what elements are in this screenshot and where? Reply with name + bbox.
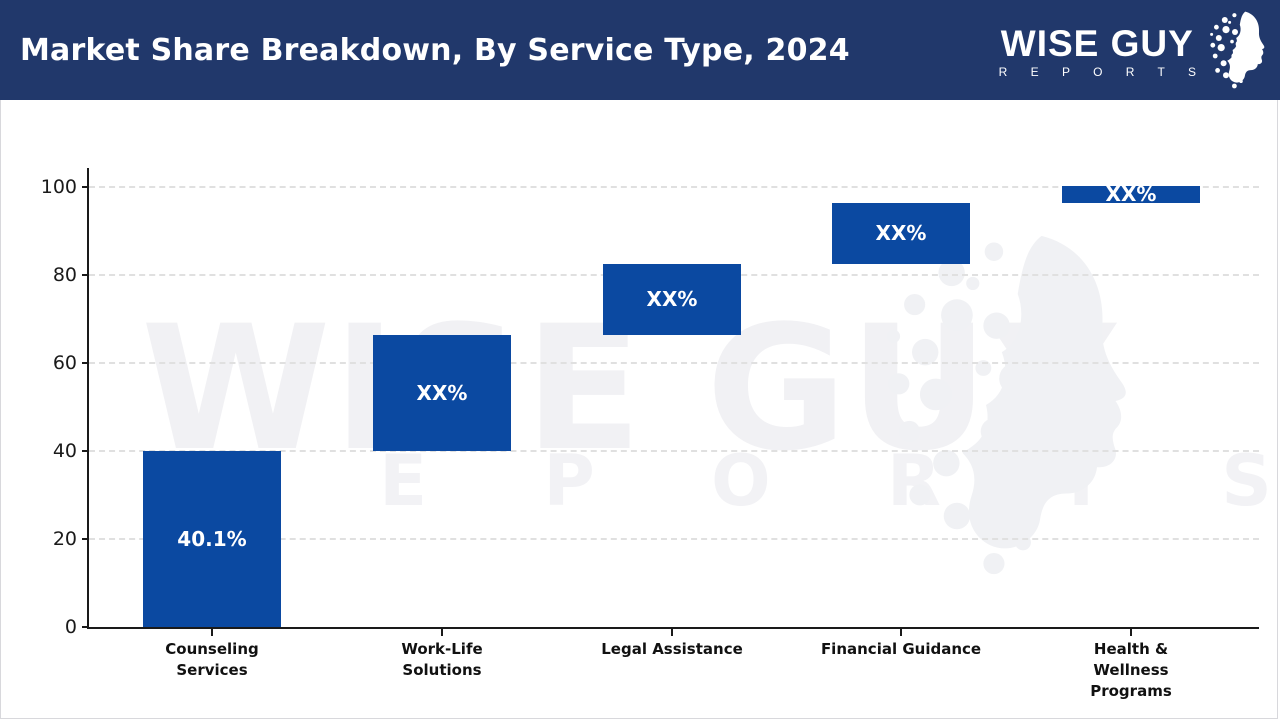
x-category-label-4: Health & Wellness Programs xyxy=(1090,640,1172,700)
y-tick-label-100: 100 xyxy=(40,176,77,198)
bar-value-label: XX% xyxy=(875,221,927,246)
y-tick-40 xyxy=(82,450,89,452)
y-tick-80 xyxy=(82,274,89,276)
bar-value-label: 40.1% xyxy=(177,526,247,551)
brand-logo-text: WISE GUY R E P O R T S xyxy=(989,23,1206,79)
x-tick-0 xyxy=(211,629,213,636)
y-tick-60 xyxy=(82,362,89,364)
gridline-y60 xyxy=(89,362,1259,364)
x-category-label-0: Counseling Services xyxy=(165,640,259,679)
bar-financial-guidance: XX% xyxy=(832,202,970,264)
gridline-y40 xyxy=(89,450,1259,452)
y-tick-label-40: 40 xyxy=(52,440,77,462)
x-category-label-3: Financial Guidance xyxy=(820,640,982,658)
bar-health-wellness-programs: XX% xyxy=(1062,182,1200,206)
y-tick-label-20: 20 xyxy=(52,528,77,550)
bar-legal-assistance: XX% xyxy=(603,264,741,335)
brand-name: WISE GUY xyxy=(1000,23,1194,65)
x-tick-1 xyxy=(441,629,443,636)
y-tick-label-80: 80 xyxy=(52,264,77,286)
brand-logo: WISE GUY R E P O R T S xyxy=(989,6,1274,94)
dotted-head-icon xyxy=(1210,11,1265,89)
bar-value-label: XX% xyxy=(1105,182,1157,207)
y-tick-0 xyxy=(82,626,89,628)
y-tick-label-60: 60 xyxy=(52,352,77,374)
y-axis-line xyxy=(87,168,89,629)
brand-subtitle: R E P O R T S xyxy=(998,64,1206,79)
y-tick-label-0: 0 xyxy=(64,616,77,638)
x-tick-3 xyxy=(900,629,902,636)
chart-canvas: WISE GUY R E P O R T S 0 20 40 60 80 100 40.1%… xyxy=(0,100,1278,719)
x-tick-2 xyxy=(671,629,673,636)
y-tick-100 xyxy=(82,186,89,188)
header-bar: Market Share Breakdown, By Service Type,… xyxy=(0,0,1280,100)
x-category-label-2: Legal Assistance xyxy=(601,640,743,658)
x-axis-line xyxy=(87,627,1259,629)
x-tick-4 xyxy=(1130,629,1132,636)
page-title: Market Share Breakdown, By Service Type,… xyxy=(20,32,850,68)
gridline-y20 xyxy=(89,538,1259,540)
bar-value-label: XX% xyxy=(416,380,468,405)
bar-value-label: XX% xyxy=(646,287,698,312)
bar-counseling-services: 40.1% xyxy=(143,450,281,627)
bar-work-life-solutions: XX% xyxy=(373,334,511,451)
gridline-y100 xyxy=(89,186,1259,188)
x-category-label-1: Work-Life Solutions xyxy=(401,640,483,679)
y-tick-20 xyxy=(82,538,89,540)
